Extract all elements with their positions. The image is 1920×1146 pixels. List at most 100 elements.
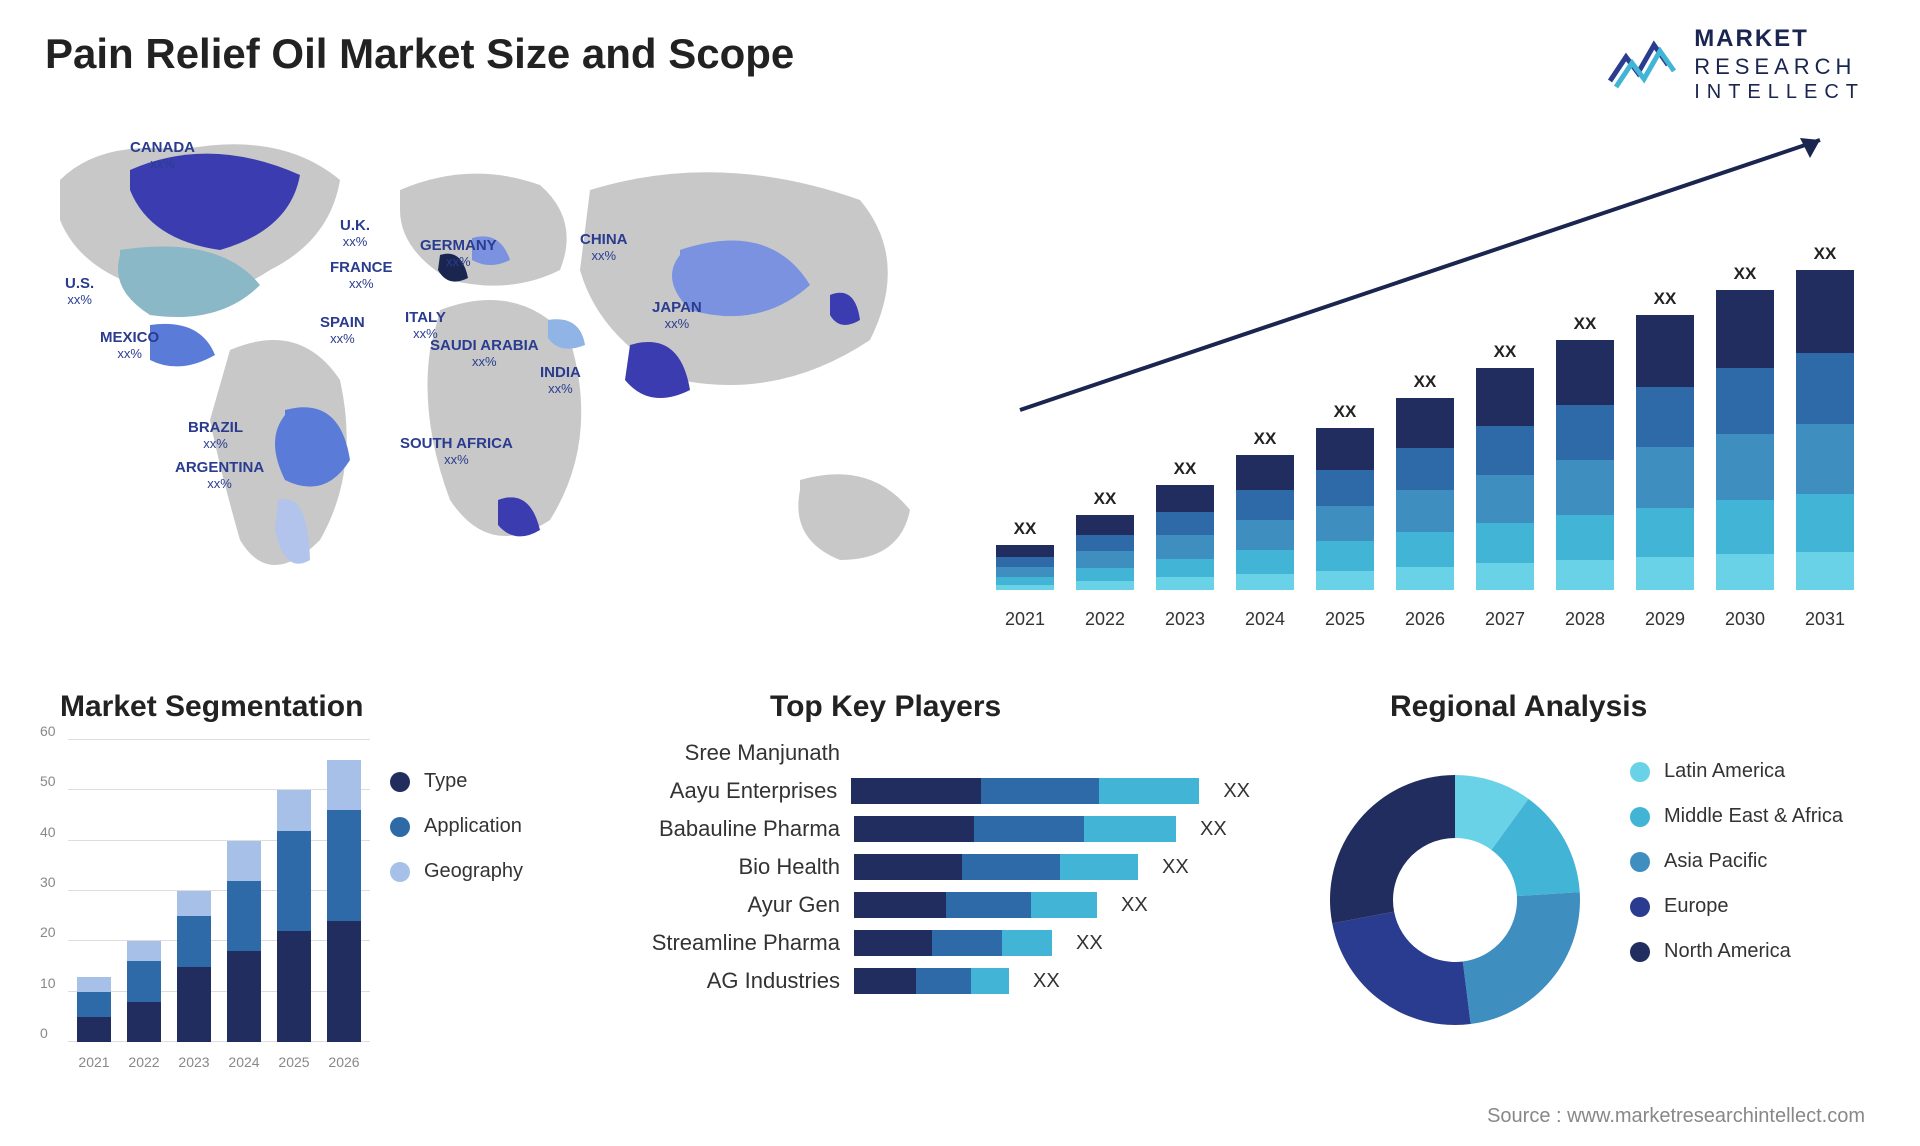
growth-xlabel: 2026 — [1390, 609, 1460, 630]
country-label-japan: JAPANxx% — [652, 300, 702, 331]
country-label-france: FRANCExx% — [330, 260, 393, 291]
regional-legend-item: Asia Pacific — [1630, 850, 1843, 873]
source-text: Source : www.marketresearchintellect.com — [1487, 1105, 1865, 1128]
seg-xlabel: 2022 — [124, 1054, 164, 1070]
player-value: XX — [1121, 894, 1148, 917]
growth-xlabel: 2023 — [1150, 609, 1220, 630]
country-label-canada: CANADAxx% — [130, 140, 195, 171]
growth-xlabel: 2029 — [1630, 609, 1700, 630]
growth-bar-2029: XX — [1630, 289, 1700, 590]
seg-bar-2021 — [74, 977, 114, 1042]
logo: MARKET RESEARCH INTELLECT — [1608, 25, 1865, 104]
seg-xlabel: 2024 — [224, 1054, 264, 1070]
player-value: XX — [1162, 856, 1189, 879]
player-value: XX — [1076, 932, 1103, 955]
growth-bar-2023: XX — [1150, 459, 1220, 590]
seg-legend-item: Geography — [390, 860, 523, 883]
growth-bar-value: XX — [1414, 372, 1437, 392]
player-name: AG Industries — [620, 968, 840, 994]
player-row: Sree Manjunath — [620, 740, 1250, 766]
player-bar — [854, 854, 1138, 880]
player-value: XX — [1223, 780, 1250, 803]
growth-bar-2024: XX — [1230, 429, 1300, 590]
player-name: Bio Health — [620, 854, 840, 880]
player-row: Ayur Gen XX — [620, 892, 1250, 918]
growth-xlabel: 2025 — [1310, 609, 1380, 630]
seg-ylabel: 20 — [40, 924, 56, 940]
logo-line2: RESEARCH — [1694, 54, 1865, 80]
players-chart: Sree ManjunathAayu EnterprisesXXBabaulin… — [620, 740, 1250, 1090]
seg-bar-2026 — [324, 760, 364, 1042]
logo-line1: MARKET — [1694, 25, 1865, 54]
player-bar — [854, 930, 1052, 956]
player-row: AG Industries XX — [620, 968, 1250, 994]
growth-bar-value: XX — [1494, 342, 1517, 362]
player-bar — [854, 968, 1009, 994]
seg-xlabel: 2023 — [174, 1054, 214, 1070]
growth-bar-2022: XX — [1070, 489, 1140, 590]
growth-xlabel: 2031 — [1790, 609, 1860, 630]
player-bar — [851, 778, 1199, 804]
country-label-south-africa: SOUTH AFRICAxx% — [400, 436, 513, 467]
logo-icon — [1608, 37, 1680, 93]
seg-bar-2025 — [274, 790, 314, 1042]
growth-chart: XXXXXXXXXXXXXXXXXXXXXX 20212022202320242… — [990, 150, 1860, 630]
player-row: Babauline Pharma XX — [620, 816, 1250, 842]
growth-bar-2026: XX — [1390, 372, 1460, 590]
world-map-svg — [40, 120, 950, 620]
seg-ylabel: 30 — [40, 874, 56, 890]
players-title: Top Key Players — [770, 690, 1001, 724]
world-map: CANADAxx%U.S.xx%MEXICOxx%BRAZILxx%ARGENT… — [40, 120, 950, 620]
donut-slice-north-america — [1330, 775, 1455, 923]
segmentation-title: Market Segmentation — [60, 690, 363, 724]
player-value: XX — [1200, 818, 1227, 841]
country-label-u-k-: U.K.xx% — [340, 218, 370, 249]
seg-ylabel: 0 — [40, 1025, 48, 1041]
player-bar — [854, 816, 1176, 842]
player-name: Ayur Gen — [620, 892, 840, 918]
seg-bar-2022 — [124, 941, 164, 1042]
growth-bar-value: XX — [1734, 264, 1757, 284]
growth-bar-value: XX — [1574, 314, 1597, 334]
player-name: Babauline Pharma — [620, 816, 840, 842]
player-value: XX — [1033, 970, 1060, 993]
seg-bar-2024 — [224, 841, 264, 1042]
segmentation-chart: 202120222023202420252026 0102030405060 — [40, 740, 370, 1070]
regional-title: Regional Analysis — [1390, 690, 1647, 724]
country-label-saudi-arabia: SAUDI ARABIAxx% — [430, 338, 539, 369]
growth-bar-2021: XX — [990, 519, 1060, 590]
regional-legend-item: North America — [1630, 940, 1843, 963]
country-label-u-s-: U.S.xx% — [65, 276, 94, 307]
growth-bar-2025: XX — [1310, 402, 1380, 590]
regional-legend-item: Latin America — [1630, 760, 1843, 783]
regional-legend-item: Europe — [1630, 895, 1843, 918]
player-row: Bio Health XX — [620, 854, 1250, 880]
growth-xlabel: 2022 — [1070, 609, 1140, 630]
growth-xlabel: 2024 — [1230, 609, 1300, 630]
seg-legend-item: Application — [390, 815, 523, 838]
page-title: Pain Relief Oil Market Size and Scope — [45, 30, 794, 78]
regional-legend: Latin America Middle East & Africa Asia Pa… — [1630, 760, 1843, 963]
growth-xlabel: 2028 — [1550, 609, 1620, 630]
growth-bar-value: XX — [1654, 289, 1677, 309]
growth-bar-2031: XX — [1790, 244, 1860, 590]
growth-bar-value: XX — [1814, 244, 1837, 264]
country-label-india: INDIAxx% — [540, 365, 581, 396]
regional-legend-item: Middle East & Africa — [1630, 805, 1843, 828]
player-name: Aayu Enterprises — [620, 778, 837, 804]
growth-bar-value: XX — [1174, 459, 1197, 479]
player-name: Sree Manjunath — [620, 740, 840, 766]
growth-bar-value: XX — [1094, 489, 1117, 509]
growth-bar-2030: XX — [1710, 264, 1780, 590]
seg-xlabel: 2021 — [74, 1054, 114, 1070]
country-label-spain: SPAINxx% — [320, 315, 365, 346]
donut-slice-asia-pacific — [1463, 892, 1580, 1024]
player-bar — [854, 892, 1097, 918]
seg-ylabel: 40 — [40, 824, 56, 840]
seg-legend-item: Type — [390, 770, 523, 793]
seg-bar-2023 — [174, 891, 214, 1042]
country-label-argentina: ARGENTINAxx% — [175, 460, 264, 491]
player-row: Streamline PharmaXX — [620, 930, 1250, 956]
logo-line3: INTELLECT — [1694, 80, 1865, 104]
growth-xlabel: 2030 — [1710, 609, 1780, 630]
